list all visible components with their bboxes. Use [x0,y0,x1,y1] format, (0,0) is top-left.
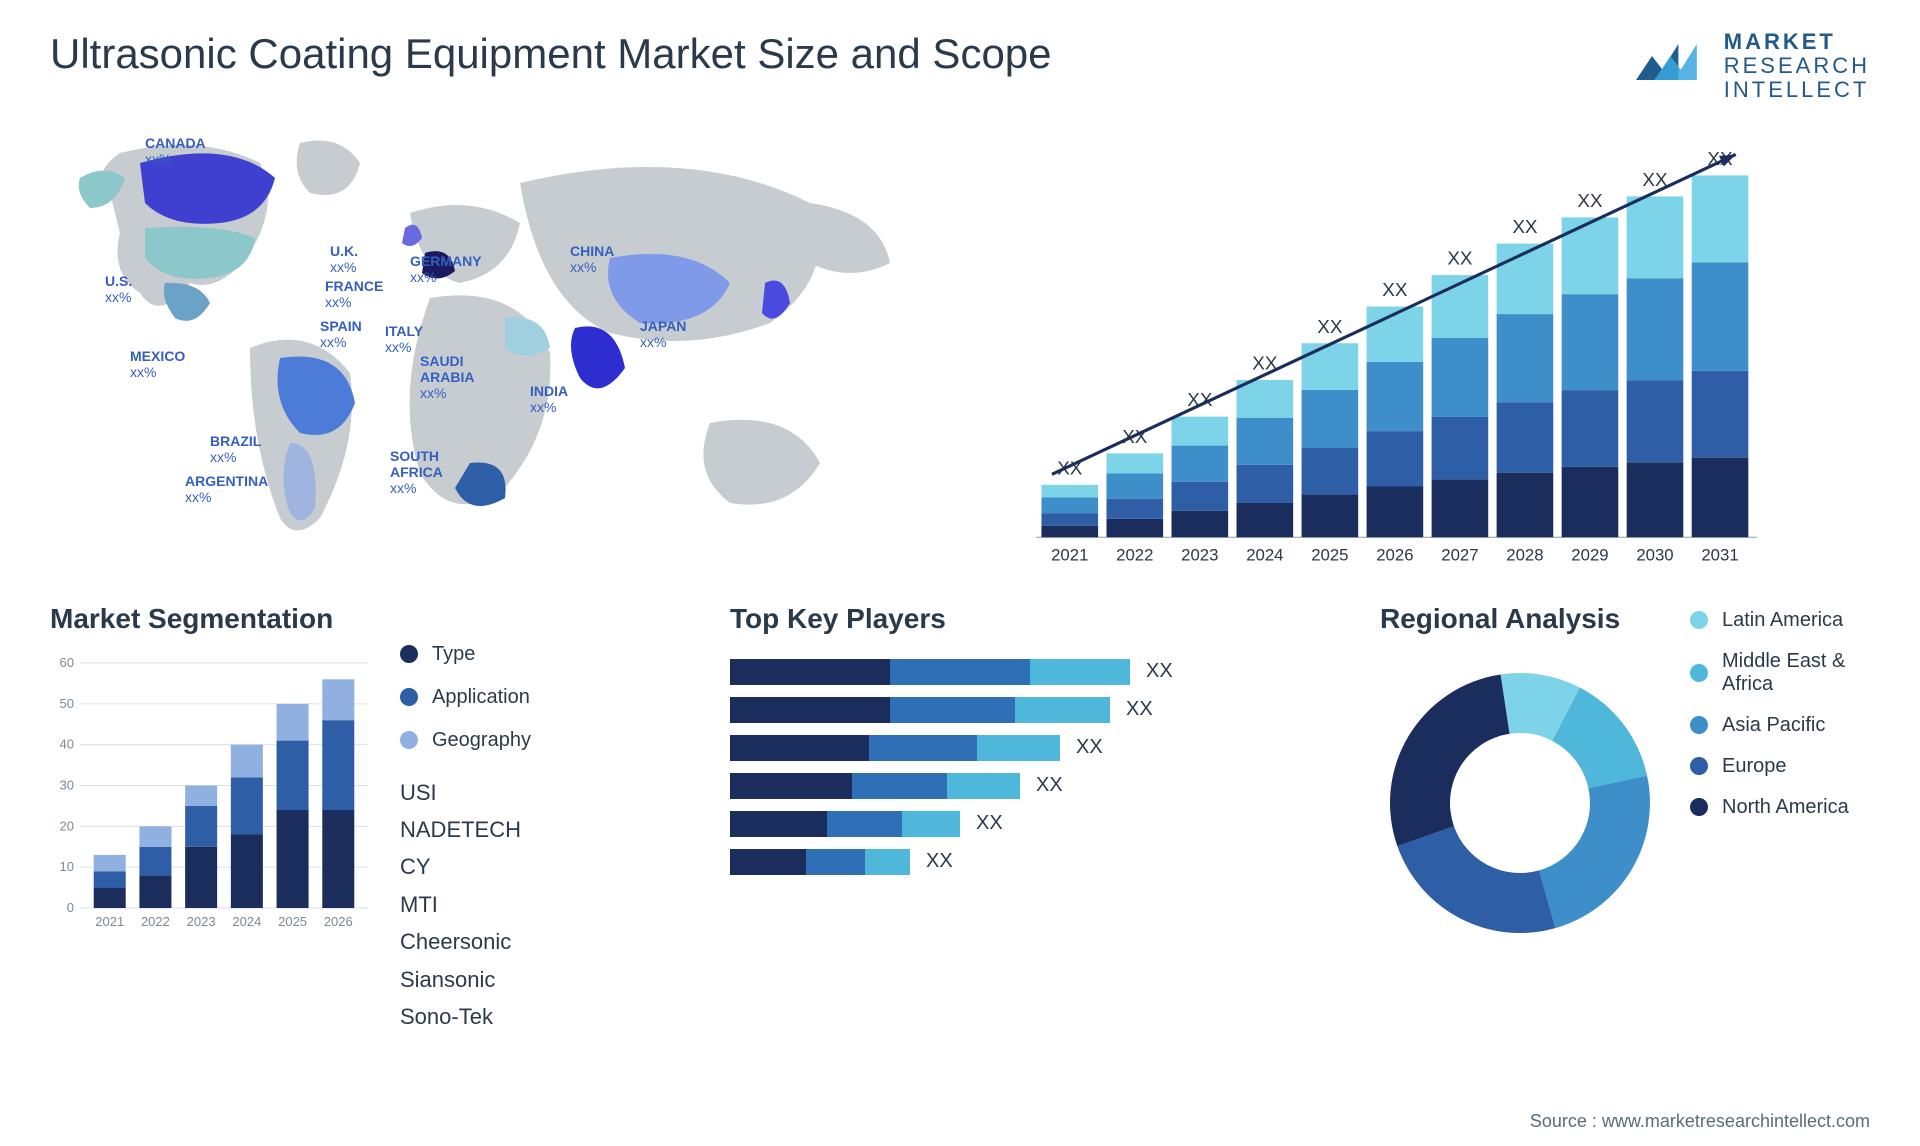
svg-text:XX: XX [1317,315,1343,336]
svg-text:2022: 2022 [141,914,170,929]
segmentation-legend: Type Application Geography [400,643,531,752]
svg-text:40: 40 [60,736,74,751]
map-country-label: FRANCExx% [325,278,383,310]
svg-text:2024: 2024 [1246,545,1283,564]
world-map: CANADAxx% U.S.xx% MEXICOxx% BRAZILxx% ARGENT… [50,123,970,558]
legend-item: Middle East & Africa [1690,650,1870,696]
legend-item: Latin America [1690,609,1870,632]
svg-text:60: 60 [60,655,74,670]
companies-list: USINADETECHCYMTICheersonicSiansonicSono-… [400,774,531,1036]
company-item: USI [400,774,531,811]
company-item: Cheersonic [400,923,531,960]
map-country-label: U.K.xx% [330,243,358,275]
player-bar-row: XX [730,767,1340,805]
svg-text:30: 30 [60,777,74,792]
svg-text:2021: 2021 [95,914,124,929]
brand-logo: MARKET RESEARCH INTELLECT [1632,30,1870,103]
company-item: CY [400,848,531,885]
svg-text:2026: 2026 [324,914,353,929]
legend-item: Application [400,686,531,709]
player-value-label: XX [1036,774,1063,797]
svg-text:0: 0 [67,900,74,915]
map-country-label: ITALYxx% [385,323,423,355]
players-chart: XX XX XX XX XX XX [730,653,1340,881]
legend-item: Type [400,643,531,666]
segmentation-chart: 0 10 20 30 40 50 60 2021 2022 2023 2024 2025 2026 [50,653,370,933]
map-country-label: SOUTHAFRICAxx% [390,448,443,496]
map-country-label: GERMANYxx% [410,253,482,285]
company-item: NADETECH [400,811,531,848]
segmentation-title: Market Segmentation [50,603,370,635]
logo-text: MARKET RESEARCH INTELLECT [1724,30,1870,103]
map-country-label: JAPANxx% [640,318,686,350]
player-value-label: XX [926,850,953,873]
company-item: Sono-Tek [400,998,531,1035]
svg-text:50: 50 [60,695,74,710]
logo-mark-icon [1632,34,1712,99]
player-bar-row: XX [730,805,1340,843]
svg-text:2028: 2028 [1506,545,1543,564]
svg-text:2021: 2021 [1051,545,1088,564]
players-title: Top Key Players [730,603,1340,635]
player-value-label: XX [976,812,1003,835]
regional-legend: Latin America Middle East & Africa Asia Pa… [1690,609,1870,1036]
company-item: MTI [400,886,531,923]
regional-title: Regional Analysis [1380,603,1660,635]
legend-item: Geography [400,729,531,752]
svg-text:XX: XX [1382,279,1408,300]
player-bar-row: XX [730,691,1340,729]
legend-item: Asia Pacific [1690,714,1870,737]
player-bar-row: XX [730,729,1340,767]
player-value-label: XX [1146,660,1173,683]
svg-text:2026: 2026 [1376,545,1413,564]
source-attribution: Source : www.marketresearchintellect.com [1530,1111,1870,1132]
svg-text:20: 20 [60,818,74,833]
regional-donut [1380,653,1660,933]
legend-item: Europe [1690,755,1870,778]
map-country-label: CANADAxx% [145,135,206,167]
legend-item: North America [1690,796,1870,819]
player-value-label: XX [1126,698,1153,721]
svg-text:2025: 2025 [278,914,307,929]
svg-text:XX: XX [1512,216,1538,237]
map-country-label: CHINAxx% [570,243,614,275]
map-country-label: INDIAxx% [530,383,568,415]
svg-text:XX: XX [1577,189,1603,210]
player-bar-row: XX [730,843,1340,881]
svg-text:2025: 2025 [1311,545,1348,564]
svg-text:2023: 2023 [187,914,216,929]
svg-text:2022: 2022 [1116,545,1153,564]
svg-text:2027: 2027 [1441,545,1478,564]
svg-text:2024: 2024 [232,914,261,929]
forecast-chart: XX2021XX2022XX2023XX2024XX2025XX2026XX20… [1010,123,1870,553]
map-country-label: ARGENTINAxx% [185,473,268,505]
svg-text:10: 10 [60,859,74,874]
player-bar-row: XX [730,653,1340,691]
company-item: Siansonic [400,961,531,998]
svg-text:2029: 2029 [1571,545,1608,564]
map-country-label: U.S.xx% [105,273,132,305]
map-country-label: SAUDIARABIAxx% [420,353,474,401]
page-title: Ultrasonic Coating Equipment Market Size… [50,30,1052,78]
svg-text:2031: 2031 [1701,545,1738,564]
svg-text:XX: XX [1447,247,1473,268]
player-value-label: XX [1076,736,1103,759]
svg-text:2023: 2023 [1181,545,1218,564]
map-country-label: BRAZILxx% [210,433,261,465]
map-country-label: MEXICOxx% [130,348,185,380]
map-country-label: SPAINxx% [320,318,362,350]
svg-text:2030: 2030 [1636,545,1673,564]
